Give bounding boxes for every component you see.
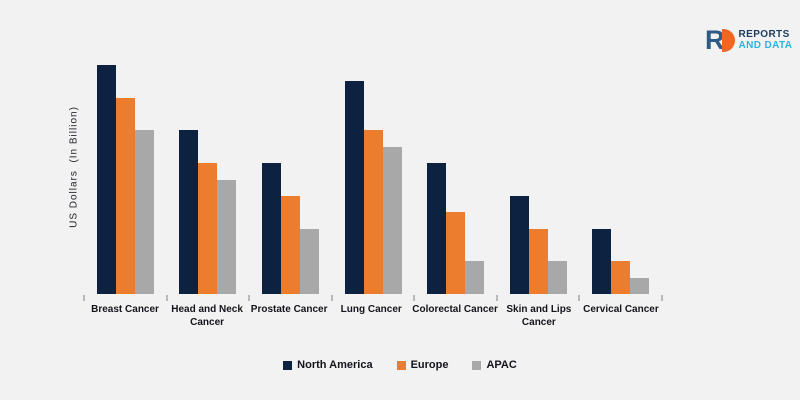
legend-item-north-america: North America <box>283 359 373 371</box>
legend-label-north-america: North America <box>297 359 373 371</box>
bar-group-cervical-cancer <box>579 65 662 294</box>
x-axis-label-text: Cervical Cancer <box>583 304 659 315</box>
bar-north-america-cervical-cancer <box>592 228 612 294</box>
x-axis-tick <box>661 295 663 301</box>
bar-group-breast-cancer <box>84 65 167 294</box>
bar-apac-cervical-cancer <box>630 277 650 294</box>
x-axis-label-lung-cancer: Lung Cancer <box>330 303 412 329</box>
x-axis-tick <box>165 295 168 301</box>
bar-apac-prostate-cancer <box>299 228 319 294</box>
x-axis-ticks <box>83 295 663 303</box>
logo-line2: AND DATA <box>738 40 793 51</box>
x-axis-label-prostate-cancer: Prostate Cancer <box>248 303 330 329</box>
legend-label-apac: APAC <box>486 359 517 371</box>
legend-swatch-apac <box>472 360 482 370</box>
legend-label-europe: Europe <box>410 359 449 371</box>
x-axis-label-skin-and-lips-cancer: Skin and Lips Cancer <box>498 303 580 329</box>
bar-apac-lung-cancer <box>382 146 402 294</box>
x-axis-labels: Breast Cancer Head and Neck Cancer Prostat… <box>84 303 662 329</box>
bar-europe-skin-and-lips-cancer <box>528 228 548 294</box>
x-axis-label-colorectal-cancer: Colorectal Cancer <box>412 303 498 329</box>
bar-apac-skin-and-lips-cancer <box>547 261 567 294</box>
x-axis-label-text: Colorectal Cancer <box>412 304 498 315</box>
x-axis-tick <box>330 295 333 301</box>
legend-swatch-north-america <box>283 360 293 370</box>
logo-line1: REPORTS <box>738 29 790 40</box>
legend: North America Europe APAC <box>0 359 800 371</box>
bar-north-america-skin-and-lips-cancer <box>509 195 529 294</box>
bar-north-america-prostate-cancer <box>261 163 281 294</box>
bar-europe-head-and-neck-cancer <box>198 163 218 294</box>
bar-north-america-colorectal-cancer <box>427 163 447 294</box>
bar-europe-cervical-cancer <box>611 261 631 294</box>
bar-group-lung-cancer <box>332 65 415 294</box>
logo-d-shape <box>721 28 735 52</box>
legend-swatch-europe <box>396 360 406 370</box>
bar-europe-prostate-cancer <box>280 195 300 294</box>
bar-group-colorectal-cancer <box>414 65 497 294</box>
x-axis-label-head-and-neck-cancer: Head and Neck Cancer <box>166 303 248 329</box>
bar-north-america-breast-cancer <box>96 65 116 294</box>
bar-apac-head-and-neck-cancer <box>217 179 237 294</box>
brand-logo: R REPORTS AND DATA <box>705 25 793 55</box>
brand-logo-text: REPORTS AND DATA <box>739 29 793 51</box>
x-axis-label-cervical-cancer: Cervical Cancer <box>580 303 662 329</box>
bar-north-america-head-and-neck-cancer <box>179 130 199 294</box>
x-axis-label-breast-cancer: Breast Cancer <box>84 303 166 329</box>
x-axis-label-text: Prostate Cancer <box>250 304 328 315</box>
x-axis-label-text: Lung Cancer <box>340 304 402 315</box>
bar-apac-colorectal-cancer <box>465 261 485 294</box>
bar-europe-lung-cancer <box>363 130 383 294</box>
logo-r-letter: R <box>705 25 724 55</box>
bar-group-head-and-neck-cancer <box>167 65 250 294</box>
x-axis-label-text: Head and Neck Cancer <box>171 304 243 328</box>
x-axis-tick <box>248 295 251 301</box>
x-axis-tick <box>495 295 498 301</box>
x-axis-tick <box>578 295 581 301</box>
x-axis-label-text: Breast Cancer <box>91 304 159 315</box>
bar-group-skin-and-lips-cancer <box>497 65 580 294</box>
bar-north-america-lung-cancer <box>344 81 364 294</box>
x-axis-label-text: Skin and Lips Cancer <box>506 304 572 328</box>
y-axis-label: US Dollars (In Billion) <box>68 106 80 228</box>
brand-logo-mark: R <box>705 25 735 55</box>
bar-apac-breast-cancer <box>134 130 154 294</box>
bar-europe-colorectal-cancer <box>446 212 466 294</box>
legend-item-europe: Europe <box>396 359 449 371</box>
plot-area <box>84 65 662 294</box>
x-axis-tick <box>83 295 85 301</box>
bar-europe-breast-cancer <box>115 97 135 294</box>
legend-item-apac: APAC <box>472 359 517 371</box>
x-axis-tick <box>413 295 416 301</box>
bar-group-prostate-cancer <box>249 65 332 294</box>
